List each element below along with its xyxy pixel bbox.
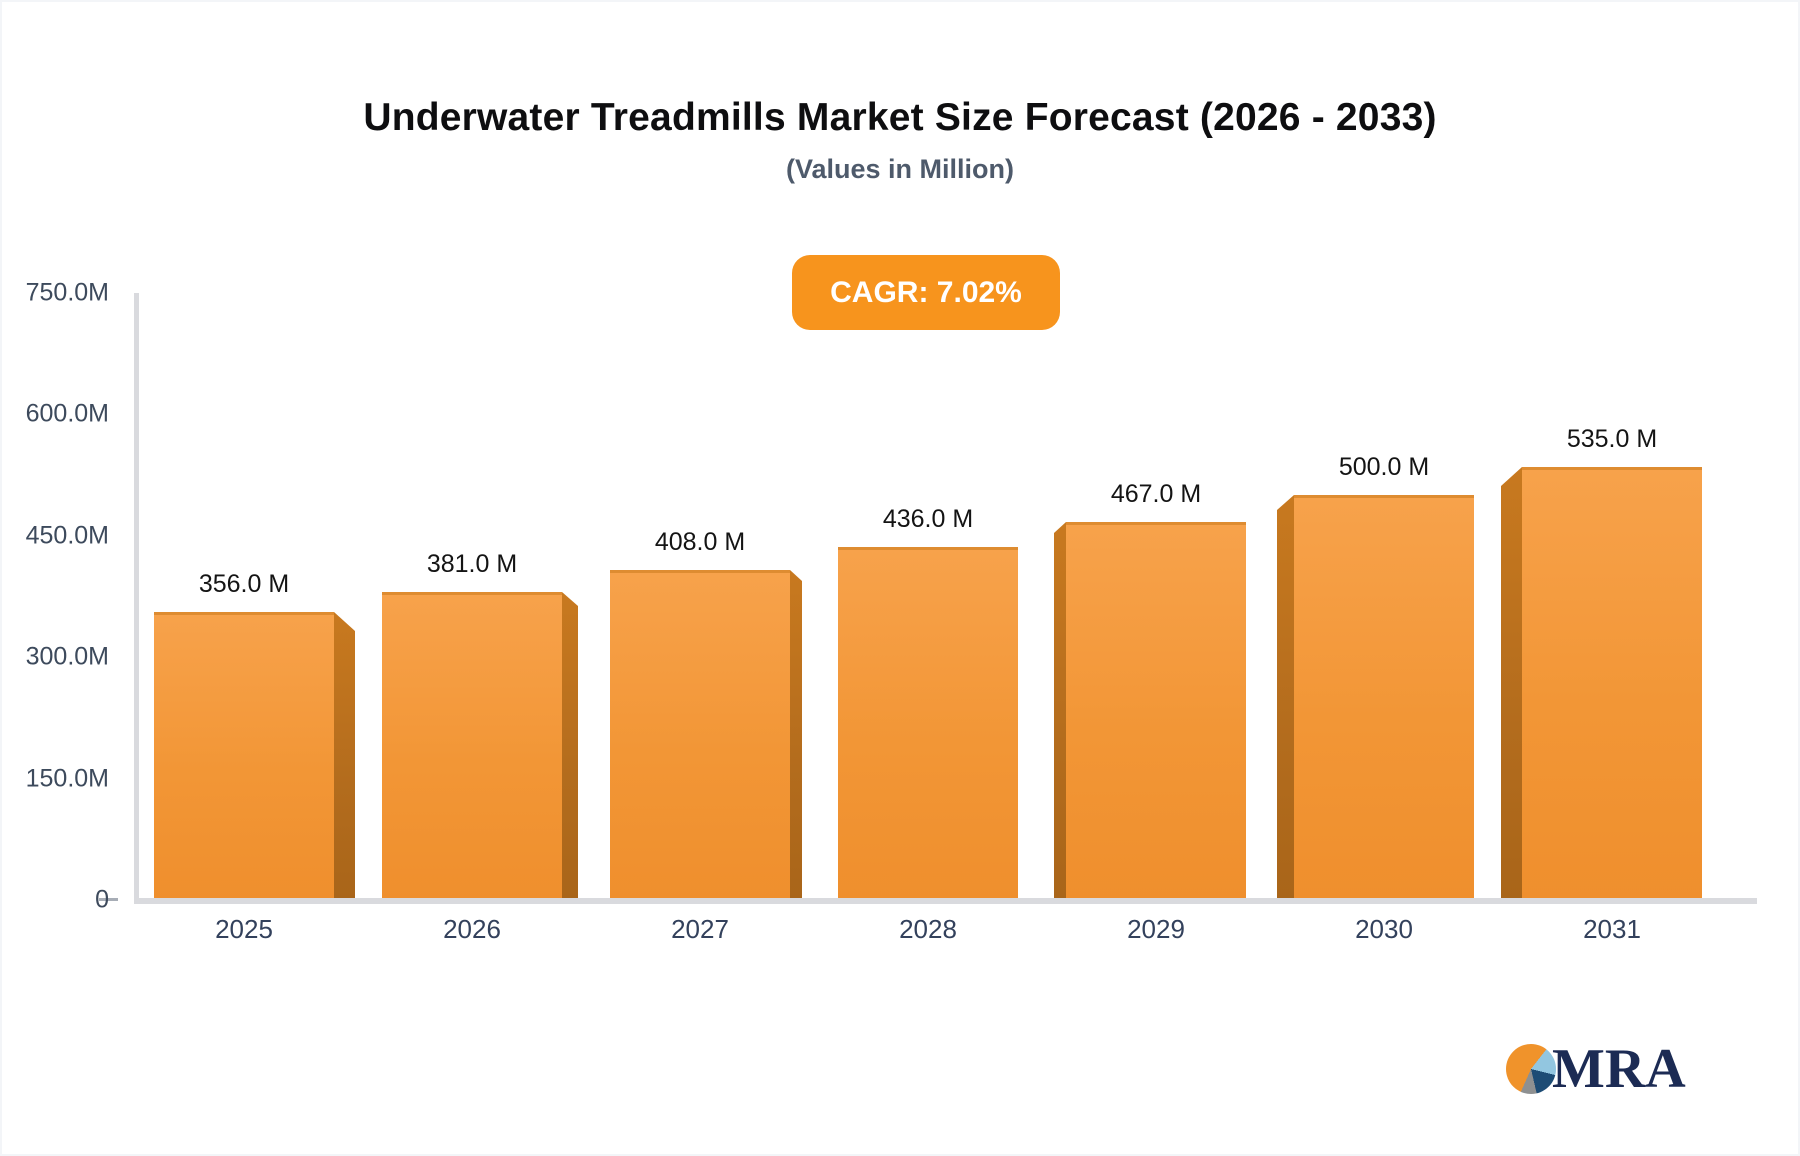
bar-3d-side <box>562 592 578 900</box>
x-axis-tick-label: 2026 <box>443 914 501 944</box>
bar-2025 <box>154 612 334 900</box>
zero-tick-mark <box>99 898 118 901</box>
bar-2031 <box>1522 467 1702 900</box>
y-axis-tick-label: 600.0M <box>25 399 109 428</box>
y-axis-line <box>134 293 139 903</box>
bar-2027 <box>610 570 790 900</box>
x-axis-tick-label: 2029 <box>1127 914 1185 944</box>
pie-chart-logo-icon <box>1506 1044 1556 1094</box>
bar-value-label: 467.0 M <box>1110 480 1202 508</box>
x-axis-tick-label: 2028 <box>899 914 957 944</box>
bar-3d-side <box>790 570 802 900</box>
chart-subtitle: (Values in Million) <box>785 154 1015 184</box>
bar-2028 <box>838 547 1018 900</box>
mra-logo: MRA <box>1506 1038 1686 1100</box>
bar-2030 <box>1294 495 1474 900</box>
bar-3d-side <box>1054 522 1066 900</box>
x-axis-line <box>134 898 1757 904</box>
bar-value-label: 356.0 M <box>198 570 290 598</box>
x-axis-tick-label: 2030 <box>1355 914 1413 944</box>
x-axis-tick-label: 2027 <box>671 914 729 944</box>
chart-title: Underwater Treadmills Market Size Foreca… <box>363 96 1437 139</box>
x-axis-tick-label: 2025 <box>215 914 273 944</box>
y-axis-tick-label: 450.0M <box>25 521 109 550</box>
bar-value-label: 408.0 M <box>654 528 746 556</box>
bar-value-label: 535.0 M <box>1566 425 1658 453</box>
bar-3d-side <box>334 612 355 900</box>
cagr-badge: CAGR: 7.02% <box>792 255 1060 330</box>
bar-3d-side <box>1501 467 1522 900</box>
bar-value-label: 500.0 M <box>1338 453 1430 481</box>
bar-value-label: 381.0 M <box>426 550 518 578</box>
bar-2029 <box>1066 522 1246 900</box>
y-axis-tick-label: 300.0M <box>25 642 109 671</box>
logo-text: MRA <box>1552 1038 1686 1100</box>
bar-2026 <box>382 592 562 900</box>
y-axis-tick-label: 0 <box>95 885 109 914</box>
bar-value-label: 436.0 M <box>882 505 974 533</box>
y-axis-tick-label: 150.0M <box>25 764 109 793</box>
bar-3d-side <box>1277 495 1294 900</box>
x-axis-tick-label: 2031 <box>1583 914 1641 944</box>
y-axis-tick-label: 750.0M <box>25 278 109 307</box>
